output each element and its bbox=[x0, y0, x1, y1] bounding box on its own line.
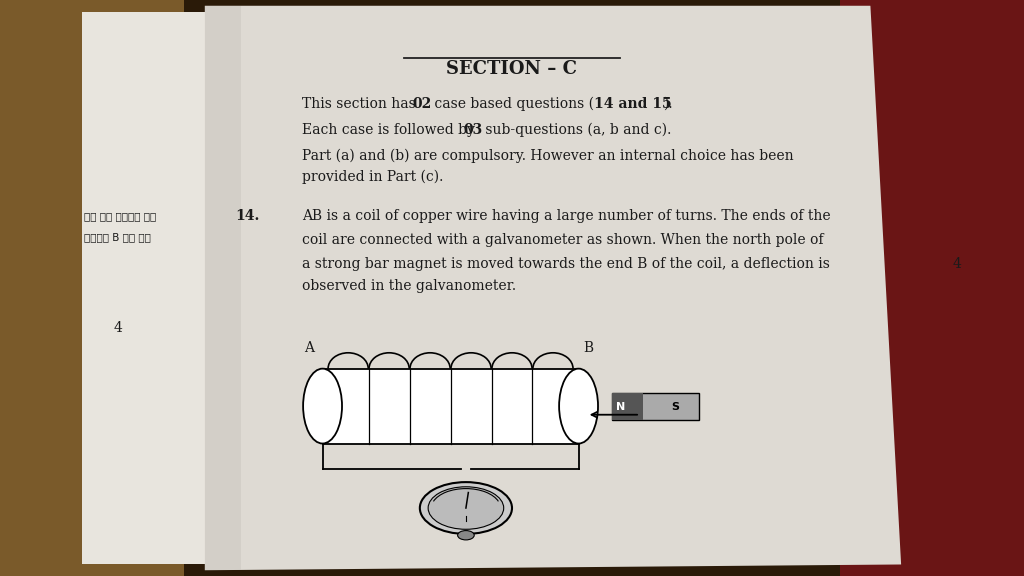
Polygon shape bbox=[82, 12, 225, 564]
Text: a strong bar magnet is moved towards the end B of the coil, a deflection is: a strong bar magnet is moved towards the… bbox=[302, 257, 830, 271]
Bar bbox=[612, 393, 643, 420]
Text: सिरे B की ओर: सिरे B की ओर bbox=[84, 232, 151, 242]
Text: This section has: This section has bbox=[302, 97, 420, 111]
Bar bbox=[612, 393, 699, 420]
Polygon shape bbox=[205, 6, 901, 570]
Polygon shape bbox=[0, 0, 184, 576]
Bar bbox=[323, 369, 579, 444]
Polygon shape bbox=[184, 0, 840, 576]
Ellipse shape bbox=[559, 369, 598, 444]
Circle shape bbox=[428, 487, 504, 529]
Text: B: B bbox=[584, 342, 594, 355]
Text: SECTION – C: SECTION – C bbox=[446, 60, 578, 78]
Ellipse shape bbox=[303, 369, 342, 444]
Text: नी के सिरे एक: नी के सिरे एक bbox=[84, 211, 157, 221]
Circle shape bbox=[458, 530, 474, 540]
Text: N: N bbox=[616, 401, 626, 412]
Text: A: A bbox=[304, 342, 314, 355]
Text: S: S bbox=[671, 401, 679, 412]
Polygon shape bbox=[205, 6, 241, 570]
Text: 03: 03 bbox=[464, 123, 483, 137]
Text: 4: 4 bbox=[114, 321, 122, 335]
Text: ).: ). bbox=[664, 97, 673, 111]
Text: sub-questions (a, b and c).: sub-questions (a, b and c). bbox=[481, 123, 672, 137]
Text: AB is a coil of copper wire having a large number of turns. The ends of the: AB is a coil of copper wire having a lar… bbox=[302, 209, 830, 223]
Polygon shape bbox=[840, 0, 1024, 576]
Text: Each case is followed by: Each case is followed by bbox=[302, 123, 479, 137]
Text: 02: 02 bbox=[413, 97, 432, 111]
Text: coil are connected with a galvanometer as shown. When the north pole of: coil are connected with a galvanometer a… bbox=[302, 233, 823, 247]
Text: case based questions (: case based questions ( bbox=[430, 97, 594, 111]
Text: 14.: 14. bbox=[236, 209, 260, 223]
Text: observed in the galvanometer.: observed in the galvanometer. bbox=[302, 279, 516, 293]
Text: Part (a) and (b) are compulsory. However an internal choice has been: Part (a) and (b) are compulsory. However… bbox=[302, 149, 794, 162]
Text: provided in Part (c).: provided in Part (c). bbox=[302, 170, 443, 184]
Text: 14 and 15: 14 and 15 bbox=[594, 97, 672, 111]
Circle shape bbox=[420, 482, 512, 534]
Text: 4: 4 bbox=[953, 257, 962, 271]
